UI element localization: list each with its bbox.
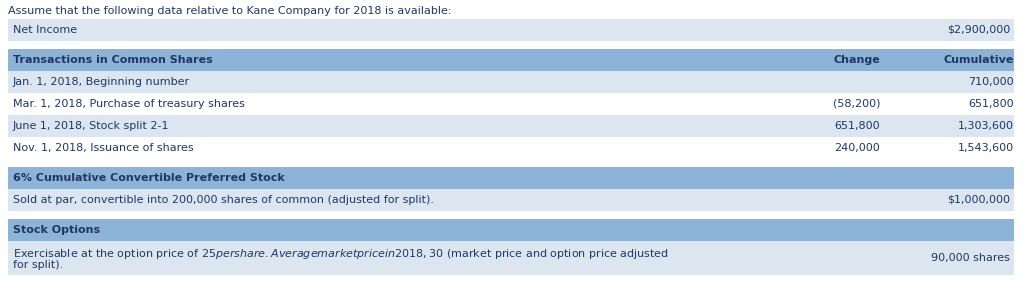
Text: Mar. 1, 2018, Purchase of treasury shares: Mar. 1, 2018, Purchase of treasury share… [13, 99, 245, 109]
Text: 6% Cumulative Convertible Preferred Stock: 6% Cumulative Convertible Preferred Stoc… [13, 173, 285, 183]
Bar [8, 167, 1014, 189]
Text: for split).: for split). [13, 260, 63, 270]
Text: Exercisable at the option price of $25 per share. Average market price in 2018, : Exercisable at the option price of $25 p… [13, 247, 669, 261]
Text: 1,543,600: 1,543,600 [957, 143, 1014, 153]
Text: 651,800: 651,800 [969, 99, 1014, 109]
Text: 710,000: 710,000 [969, 77, 1014, 87]
Bar [8, 219, 1014, 241]
Text: $2,900,000: $2,900,000 [947, 25, 1010, 35]
Text: Stock Options: Stock Options [13, 225, 100, 235]
Text: 1,303,600: 1,303,600 [958, 121, 1014, 131]
Bar [8, 93, 1014, 115]
Bar [8, 115, 1014, 137]
Text: Cumulative: Cumulative [944, 55, 1014, 65]
Bar [8, 71, 1014, 93]
Text: Change: Change [834, 55, 880, 65]
Bar [8, 189, 1014, 211]
Text: 90,000 shares: 90,000 shares [931, 253, 1010, 263]
Bar [8, 241, 1014, 275]
Text: Jan. 1, 2018, Beginning number: Jan. 1, 2018, Beginning number [13, 77, 190, 87]
Text: Nov. 1, 2018, Issuance of shares: Nov. 1, 2018, Issuance of shares [13, 143, 194, 153]
Text: Assume that the following data relative to Kane Company for 2018 is available:: Assume that the following data relative … [8, 6, 452, 16]
Bar [8, 49, 1014, 71]
Text: Transactions in Common Shares: Transactions in Common Shares [13, 55, 213, 65]
Text: June 1, 2018, Stock split 2-1: June 1, 2018, Stock split 2-1 [13, 121, 170, 131]
Text: 240,000: 240,000 [835, 143, 880, 153]
Text: Net Income: Net Income [13, 25, 77, 35]
Text: 651,800: 651,800 [835, 121, 880, 131]
Text: Sold at par, convertible into 200,000 shares of common (adjusted for split).: Sold at par, convertible into 200,000 sh… [13, 195, 434, 205]
Bar [8, 137, 1014, 159]
Text: (58,200): (58,200) [833, 99, 880, 109]
Bar [8, 19, 1014, 41]
Text: $1,000,000: $1,000,000 [947, 195, 1010, 205]
